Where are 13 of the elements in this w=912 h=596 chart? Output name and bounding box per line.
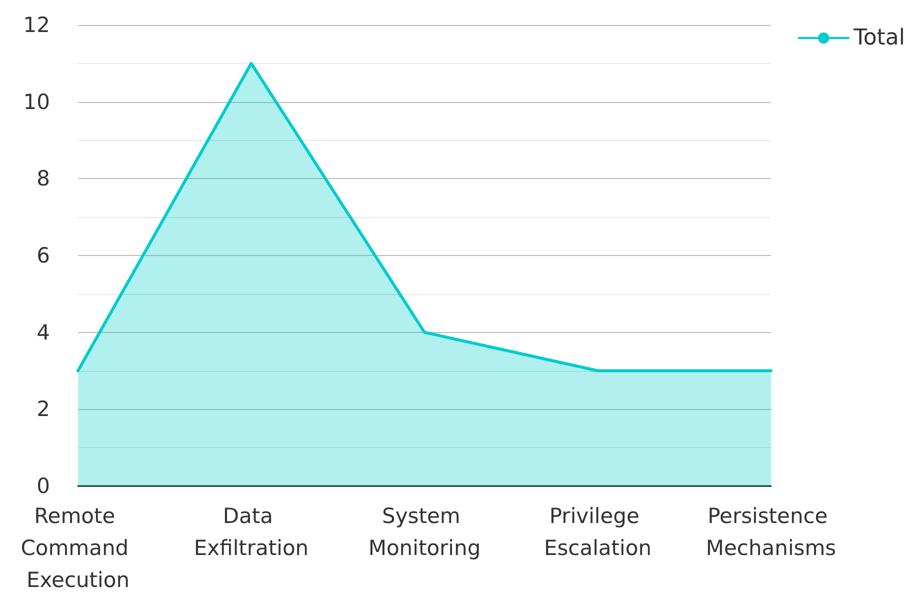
x-tick-label: System Monitoring	[368, 504, 481, 560]
y-tick-label: 12	[23, 13, 50, 37]
legend-label: Total	[852, 26, 906, 50]
y-tick-label: 4	[36, 320, 50, 344]
x-tick-label: Data Exfiltration	[194, 504, 309, 560]
y-tick-label: 0	[36, 474, 50, 498]
y-tick-label: 6	[36, 244, 50, 268]
y-tick-label: 10	[23, 90, 50, 114]
y-tick-label: 8	[36, 166, 50, 191]
x-tick-label: Privilege Escalation	[544, 504, 652, 560]
y-tick-label: 2	[36, 397, 50, 422]
x-tick-label: Remote Command Execution	[20, 504, 136, 592]
x-tick-label: Persistence Mechanisms	[706, 504, 836, 560]
